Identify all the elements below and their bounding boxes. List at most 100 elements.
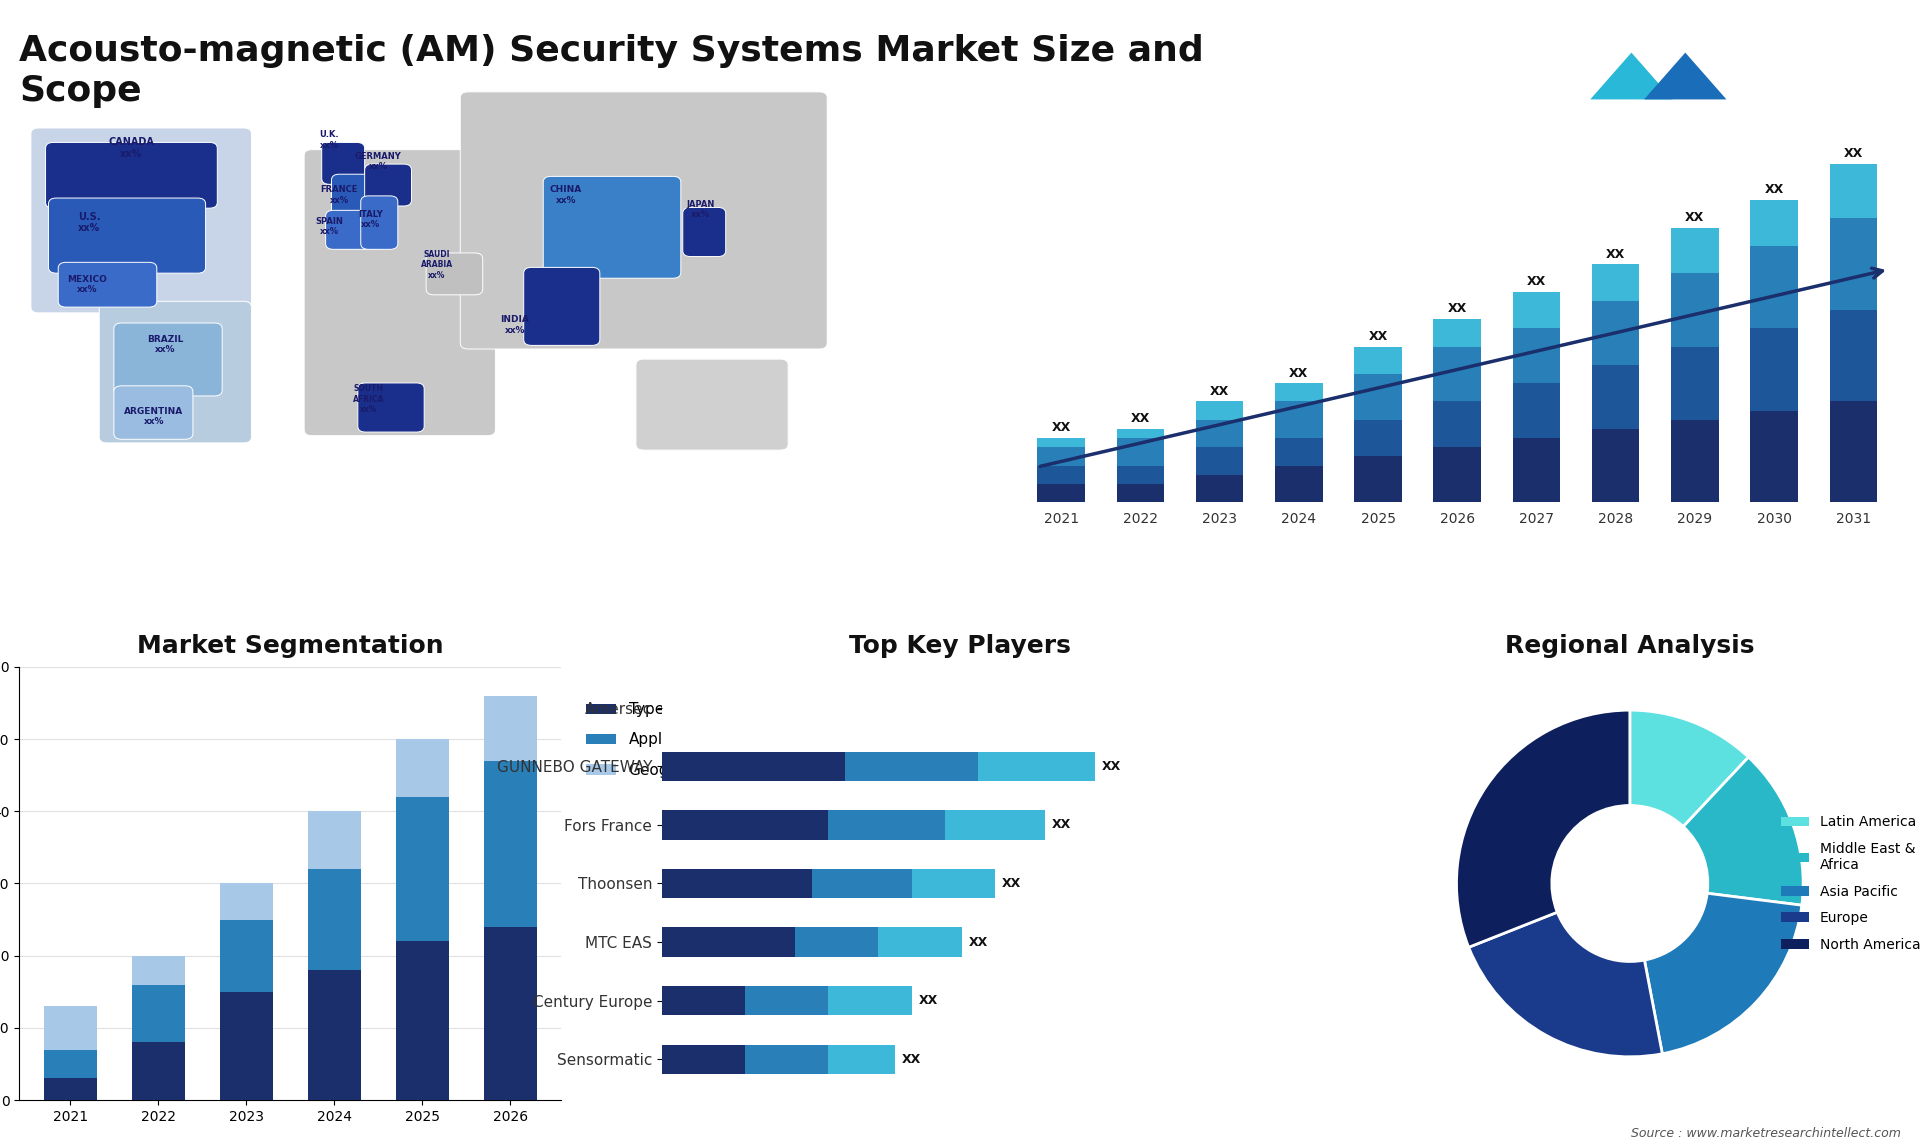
FancyBboxPatch shape [524, 267, 599, 345]
Polygon shape [1644, 53, 1726, 100]
Text: XX: XX [1002, 877, 1021, 890]
Bar [396, 739, 449, 796]
Bar [1275, 401, 1323, 438]
Bar [1670, 419, 1718, 502]
Bar [1275, 383, 1323, 401]
FancyBboxPatch shape [365, 164, 411, 206]
Bar [1037, 438, 1085, 447]
Text: XX: XX [1210, 385, 1229, 398]
Bar [484, 927, 536, 1100]
FancyBboxPatch shape [100, 301, 252, 442]
FancyBboxPatch shape [303, 150, 495, 435]
Bar [1037, 484, 1085, 502]
Bar [396, 941, 449, 1100]
Text: ARGENTINA
xx%: ARGENTINA xx% [125, 407, 184, 426]
Bar [1196, 474, 1244, 502]
Text: XX: XX [1369, 330, 1388, 343]
Bar [1830, 401, 1878, 502]
Wedge shape [1644, 893, 1801, 1054]
Bar [1354, 456, 1402, 502]
Bar [1670, 228, 1718, 274]
Text: INTELLECT: INTELLECT [1770, 102, 1834, 112]
Text: Acousto-magnetic (AM) Security Systems Market Size and
Scope: Acousto-magnetic (AM) Security Systems M… [19, 34, 1204, 108]
Text: XX: XX [918, 994, 937, 1007]
FancyBboxPatch shape [357, 383, 424, 432]
Text: CHINA
xx%: CHINA xx% [549, 186, 582, 204]
Bar [132, 1043, 184, 1100]
FancyBboxPatch shape [684, 207, 726, 257]
Bar [1434, 447, 1480, 502]
Bar [1751, 246, 1797, 328]
Text: CANADA
xx%: CANADA xx% [109, 138, 154, 159]
FancyBboxPatch shape [461, 92, 828, 350]
Text: XX: XX [1102, 760, 1121, 772]
Text: XX: XX [1605, 248, 1624, 260]
Bar [879, 927, 962, 957]
Text: SPAIN
xx%: SPAIN xx% [315, 217, 344, 236]
Bar [828, 986, 912, 1015]
FancyBboxPatch shape [113, 323, 223, 397]
Bar [1592, 364, 1640, 429]
Bar [1275, 438, 1323, 465]
Bar [1592, 300, 1640, 364]
Bar [1513, 383, 1561, 438]
Bar [1037, 465, 1085, 484]
Bar [745, 986, 828, 1015]
Bar [1037, 447, 1085, 465]
Bar [484, 696, 536, 761]
Text: XX: XX [1526, 275, 1546, 288]
Bar [912, 869, 995, 898]
Title: Regional Analysis: Regional Analysis [1505, 634, 1755, 658]
Text: RESEARCH: RESEARCH [1770, 78, 1834, 88]
FancyBboxPatch shape [636, 359, 789, 450]
Wedge shape [1630, 711, 1749, 826]
Bar [1592, 265, 1640, 300]
Bar [132, 956, 184, 984]
Bar [1830, 164, 1878, 219]
Bar [1196, 447, 1244, 474]
FancyBboxPatch shape [58, 262, 157, 307]
Bar [662, 1044, 745, 1074]
Bar [219, 991, 273, 1100]
Text: U.K.
xx%: U.K. xx% [321, 131, 340, 150]
FancyBboxPatch shape [543, 176, 682, 278]
Bar [1434, 346, 1480, 401]
FancyBboxPatch shape [113, 386, 192, 439]
Text: XX: XX [1686, 211, 1705, 223]
Text: SAUDI
ARABIA
xx%: SAUDI ARABIA xx% [420, 250, 453, 280]
Text: INDIA
xx%: INDIA xx% [501, 315, 530, 335]
Bar [1117, 484, 1164, 502]
Text: JAPAN
xx%: JAPAN xx% [685, 199, 714, 219]
Text: XX: XX [1843, 147, 1862, 160]
Bar [662, 810, 828, 840]
Bar [812, 869, 912, 898]
Bar [1117, 438, 1164, 465]
Bar [1830, 309, 1878, 401]
Legend: Latin America, Middle East &
Africa, Asia Pacific, Europe, North America: Latin America, Middle East & Africa, Asi… [1776, 810, 1920, 957]
FancyBboxPatch shape [31, 128, 252, 313]
FancyBboxPatch shape [48, 198, 205, 273]
Bar [1751, 328, 1797, 410]
Bar [44, 1050, 96, 1078]
FancyBboxPatch shape [326, 211, 378, 250]
Bar [1513, 328, 1561, 383]
Bar [307, 811, 361, 869]
Bar [1117, 429, 1164, 438]
Bar [662, 869, 812, 898]
Bar [307, 869, 361, 971]
Bar [44, 1078, 96, 1100]
Text: MARKET: MARKET [1770, 54, 1820, 64]
Text: ITALY
xx%: ITALY xx% [359, 210, 382, 229]
Bar [484, 761, 536, 927]
Bar [1670, 274, 1718, 346]
Title: Market Segmentation: Market Segmentation [136, 634, 444, 658]
Text: XX: XX [1288, 367, 1308, 379]
Bar [1354, 374, 1402, 419]
Text: XX: XX [902, 1053, 922, 1066]
Bar [1670, 346, 1718, 419]
Text: U.S.
xx%: U.S. xx% [79, 212, 100, 234]
Text: SOUTH
AFRICA
xx%: SOUTH AFRICA xx% [353, 384, 384, 414]
FancyBboxPatch shape [46, 142, 217, 209]
Bar [307, 971, 361, 1100]
Legend: Type, Application, Geography: Type, Application, Geography [580, 696, 720, 784]
